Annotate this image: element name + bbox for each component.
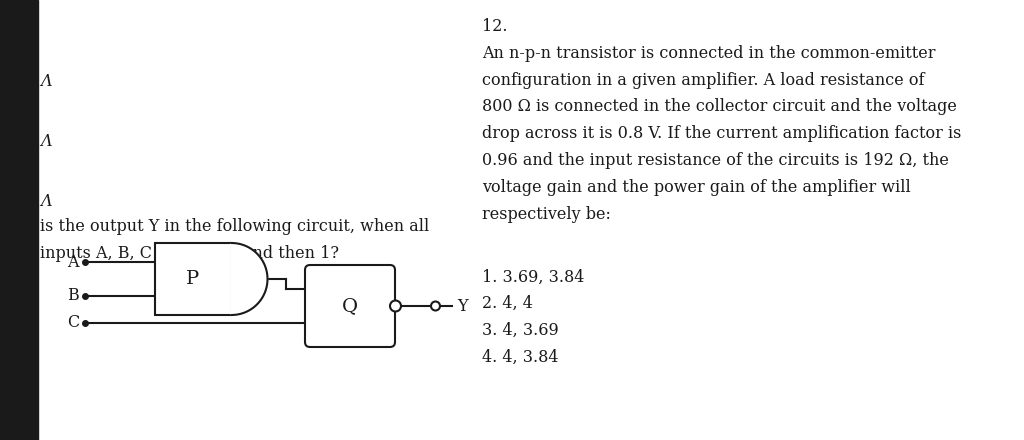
Text: 0.96 and the input resistance of the circuits is 192 Ω, the: 0.96 and the input resistance of the cir…	[482, 152, 949, 169]
Polygon shape	[231, 243, 267, 315]
Text: drop across it is 0.8 V. If the current amplification factor is: drop across it is 0.8 V. If the current …	[482, 125, 962, 142]
Text: respectively be:: respectively be:	[482, 205, 611, 223]
Text: P: P	[186, 270, 200, 288]
Text: A: A	[68, 254, 79, 271]
Text: C: C	[67, 314, 79, 331]
Text: Y: Y	[457, 297, 468, 315]
Text: An n-p-n transistor is connected in the common-emitter: An n-p-n transistor is connected in the …	[482, 45, 936, 62]
Text: voltage gain and the power gain of the amplifier will: voltage gain and the power gain of the a…	[482, 179, 910, 196]
Text: 3. 4, 3.69: 3. 4, 3.69	[482, 322, 559, 339]
Circle shape	[390, 301, 401, 312]
Text: Λ: Λ	[40, 132, 51, 150]
Text: Λ: Λ	[40, 73, 51, 89]
Text: B: B	[68, 287, 79, 304]
Text: 4. 4, 3.84: 4. 4, 3.84	[482, 349, 558, 366]
Text: inputs A, B, C are first 0 and then 1?: inputs A, B, C are first 0 and then 1?	[40, 245, 339, 262]
Text: configuration in a given amplifier. A load resistance of: configuration in a given amplifier. A lo…	[482, 72, 925, 88]
Text: 12.: 12.	[482, 18, 508, 35]
Text: 800 Ω is connected in the collector circuit and the voltage: 800 Ω is connected in the collector circ…	[482, 99, 956, 115]
Circle shape	[431, 301, 440, 311]
FancyBboxPatch shape	[305, 265, 395, 347]
Bar	[0, 0, 38, 440]
Text: is the output Y in the following circuit, when all: is the output Y in the following circuit…	[40, 218, 429, 235]
Text: Λ: Λ	[40, 192, 51, 209]
Bar	[155, 243, 231, 315]
Text: 2. 4, 4: 2. 4, 4	[482, 295, 532, 312]
Text: 1. 3.69, 3.84: 1. 3.69, 3.84	[482, 268, 585, 286]
Text: Q: Q	[342, 297, 358, 315]
